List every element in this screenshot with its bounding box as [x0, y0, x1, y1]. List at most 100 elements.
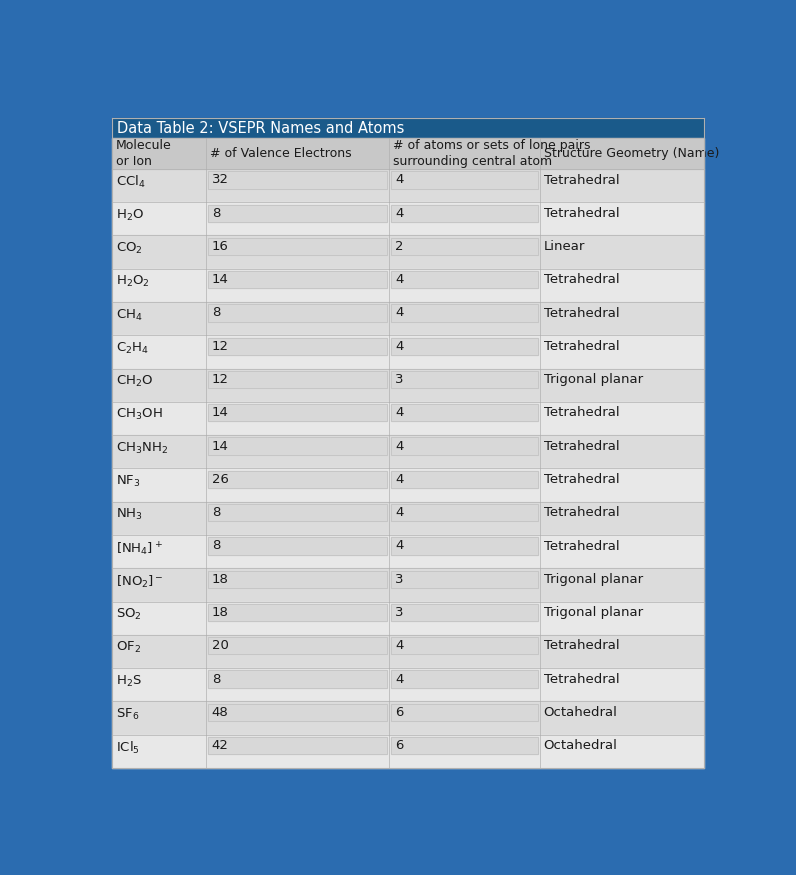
Text: Tetrahedral: Tetrahedral: [544, 673, 619, 686]
Text: CCl$_4$: CCl$_4$: [116, 174, 146, 191]
Bar: [208, 238, 387, 256]
Text: 8: 8: [212, 673, 220, 686]
Text: [NO$_2$]$^-$: [NO$_2$]$^-$: [116, 574, 164, 590]
Text: Trigonal planar: Trigonal planar: [544, 606, 643, 620]
Bar: [392, 438, 537, 455]
Text: 4: 4: [395, 173, 404, 186]
Bar: [112, 368, 704, 402]
Text: Trigonal planar: Trigonal planar: [544, 374, 643, 386]
Text: 6: 6: [395, 706, 404, 719]
Text: Tetrahedral: Tetrahedral: [544, 540, 619, 553]
Bar: [112, 735, 704, 768]
Text: Tetrahedral: Tetrahedral: [544, 473, 619, 486]
Bar: [208, 438, 387, 455]
Bar: [112, 668, 704, 702]
Bar: [392, 704, 537, 721]
Text: 20: 20: [212, 640, 228, 652]
Text: Structure Geometry (Name): Structure Geometry (Name): [544, 147, 719, 160]
Text: 8: 8: [212, 206, 220, 220]
Bar: [112, 402, 704, 435]
Bar: [112, 138, 704, 169]
Text: 4: 4: [395, 673, 404, 686]
Text: 14: 14: [212, 273, 228, 286]
Text: 4: 4: [395, 439, 404, 452]
Text: 18: 18: [212, 606, 228, 619]
Text: 4: 4: [395, 540, 404, 552]
Text: Data Table 2: VSEPR Names and Atoms: Data Table 2: VSEPR Names and Atoms: [117, 121, 404, 136]
Text: 12: 12: [212, 373, 229, 386]
Bar: [392, 537, 537, 555]
Text: 3: 3: [395, 573, 404, 585]
Bar: [112, 235, 704, 269]
Text: 4: 4: [395, 306, 404, 319]
Text: Trigonal planar: Trigonal planar: [544, 573, 643, 586]
Text: CH$_2$O: CH$_2$O: [116, 374, 154, 389]
Bar: [208, 172, 387, 188]
Bar: [392, 338, 537, 355]
Text: 4: 4: [395, 473, 404, 486]
Text: Tetrahedral: Tetrahedral: [544, 173, 619, 186]
Bar: [392, 304, 537, 322]
Bar: [112, 202, 704, 235]
Text: 3: 3: [395, 606, 404, 619]
Text: Tetrahedral: Tetrahedral: [544, 640, 619, 653]
Bar: [392, 504, 537, 522]
Text: Octahedral: Octahedral: [544, 739, 618, 752]
Text: Tetrahedral: Tetrahedral: [544, 440, 619, 452]
Bar: [112, 302, 704, 335]
Text: Octahedral: Octahedral: [544, 706, 618, 719]
Text: SF$_6$: SF$_6$: [116, 707, 139, 722]
Text: 4: 4: [395, 273, 404, 286]
Bar: [112, 535, 704, 568]
Text: H$_2$S: H$_2$S: [116, 674, 142, 689]
Text: H$_2$O$_2$: H$_2$O$_2$: [116, 274, 150, 290]
Bar: [392, 737, 537, 754]
Text: 4: 4: [395, 506, 404, 519]
Text: Tetrahedral: Tetrahedral: [544, 306, 619, 319]
Bar: [112, 501, 704, 535]
Bar: [392, 205, 537, 221]
Text: 16: 16: [212, 240, 228, 253]
Text: [NH$_4$]$^+$: [NH$_4$]$^+$: [116, 541, 163, 557]
Bar: [392, 238, 537, 256]
Bar: [112, 635, 704, 668]
Text: NH$_3$: NH$_3$: [116, 507, 142, 522]
Text: H$_2$O: H$_2$O: [116, 207, 144, 222]
Bar: [208, 637, 387, 654]
Text: SO$_2$: SO$_2$: [116, 607, 142, 622]
Text: # of Valence Electrons: # of Valence Electrons: [209, 147, 351, 160]
Text: 14: 14: [212, 439, 228, 452]
Bar: [112, 435, 704, 468]
Bar: [112, 702, 704, 735]
Text: 48: 48: [212, 706, 228, 719]
Bar: [392, 172, 537, 188]
Text: CH$_3$NH$_2$: CH$_3$NH$_2$: [116, 440, 168, 456]
Text: 42: 42: [212, 739, 228, 752]
Bar: [112, 568, 704, 602]
Bar: [392, 271, 537, 289]
Text: OF$_2$: OF$_2$: [116, 640, 141, 655]
Bar: [392, 471, 537, 488]
Text: CO$_2$: CO$_2$: [116, 241, 142, 256]
Bar: [112, 602, 704, 635]
Text: 8: 8: [212, 540, 220, 552]
Bar: [208, 670, 387, 688]
Text: 8: 8: [212, 306, 220, 319]
Bar: [208, 704, 387, 721]
Text: # of atoms or sets of lone pairs
surrounding central atom: # of atoms or sets of lone pairs surroun…: [393, 139, 591, 168]
Text: Tetrahedral: Tetrahedral: [544, 273, 619, 286]
Text: Linear: Linear: [544, 240, 585, 253]
Bar: [392, 371, 537, 388]
Text: 2: 2: [395, 240, 404, 253]
Text: 3: 3: [395, 373, 404, 386]
Bar: [112, 269, 704, 302]
Bar: [208, 304, 387, 322]
Text: 4: 4: [395, 640, 404, 652]
Text: 4: 4: [395, 340, 404, 353]
Text: C$_2$H$_4$: C$_2$H$_4$: [116, 340, 149, 356]
Bar: [208, 570, 387, 588]
Bar: [208, 737, 387, 754]
Bar: [208, 271, 387, 289]
Text: 32: 32: [212, 173, 229, 186]
Bar: [208, 205, 387, 221]
